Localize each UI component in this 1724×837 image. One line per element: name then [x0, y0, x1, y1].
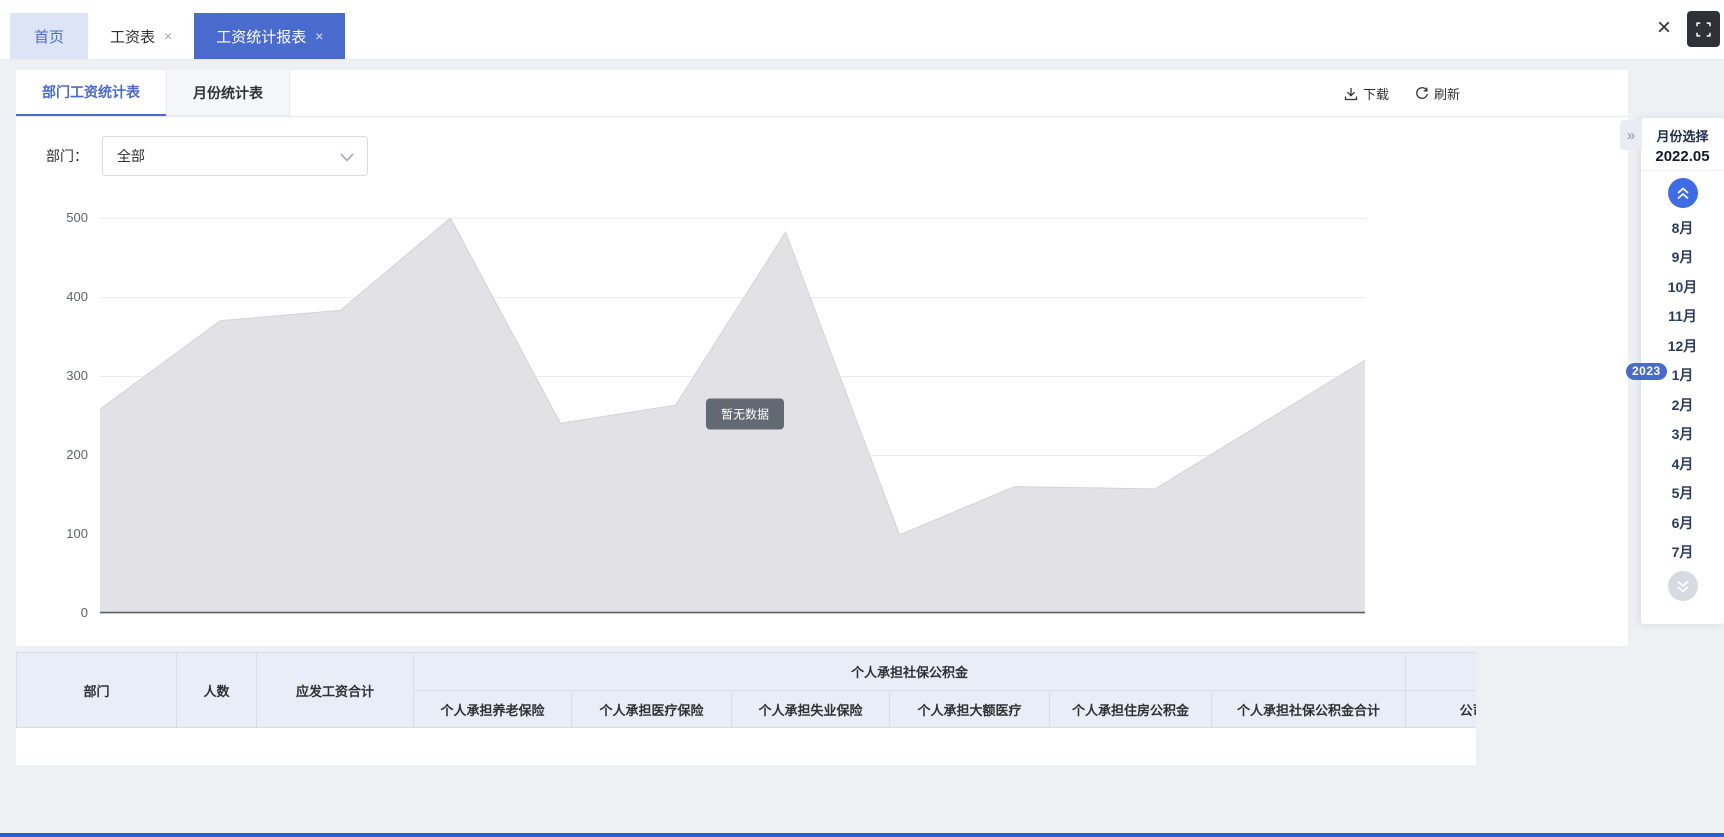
sub-header-major-medical: 个人承担大额医疗: [889, 690, 1050, 728]
department-filter-label: 部门：: [46, 148, 88, 164]
month-item[interactable]: 9月: [1671, 249, 1694, 266]
department-select-value: 全部: [117, 148, 145, 164]
month-item[interactable]: 3月: [1671, 426, 1694, 443]
month-selector-panel: » 月份选择 2022.05 8月 9月 10月 11月 12月 1月 2月 3…: [1620, 118, 1724, 624]
tab-home[interactable]: 首页: [10, 13, 89, 59]
close-tab-icon[interactable]: ×: [315, 28, 324, 44]
month-item[interactable]: 6月: [1671, 514, 1694, 531]
tab-department-stats[interactable]: 部门工资统计表: [16, 70, 166, 116]
month-item[interactable]: 4月: [1671, 455, 1694, 472]
chevron-down-icon: [340, 153, 354, 162]
bottom-accent-strip: [0, 833, 1724, 837]
refresh-button[interactable]: 刷新: [1415, 84, 1460, 103]
current-month-value: 2022.05: [1641, 142, 1724, 171]
month-item[interactable]: 7月: [1671, 544, 1694, 561]
month-list: 8月 9月 10月 11月 12月 1月 2月 3月 4月 5月 6月 7月: [1641, 213, 1724, 567]
download-button[interactable]: 下载: [1344, 84, 1389, 103]
tab-month-stats-label: 月份统计表: [193, 84, 263, 101]
sub-header-pension: 个人承担养老保险: [413, 690, 572, 728]
col-header-headcount: 人数: [176, 652, 257, 728]
month-item[interactable]: 8月: [1671, 219, 1694, 236]
col-header-gross-pay-total: 应发工资合计: [256, 652, 414, 728]
tab-month-stats[interactable]: 月份统计表: [166, 70, 290, 116]
scroll-down-button[interactable]: [1667, 571, 1698, 601]
tab-salary-report[interactable]: 工资统计报表 ×: [194, 13, 346, 59]
sub-header-personal-total: 个人承担社保公积金合计: [1210, 690, 1407, 728]
expand-corners-icon: [1696, 21, 1711, 37]
month-item[interactable]: 1月: [1671, 367, 1694, 384]
close-icon[interactable]: ×: [1656, 14, 1671, 41]
sub-header-medical: 个人承担医疗保险: [571, 690, 732, 728]
tab-home-label: 首页: [34, 28, 65, 46]
tab-department-stats-label: 部门工资统计表: [42, 84, 140, 100]
year-badge: 2023: [1626, 363, 1667, 380]
window-tab-bar: 首页 工资表 × 工资统计报表 × ×: [0, 0, 1724, 60]
tab-salary-sheet-label: 工资表: [110, 28, 156, 46]
report-card: 部门工资统计表 月份统计表 下载 刷新 部: [16, 70, 1628, 646]
collapse-panel-icon[interactable]: »: [1620, 120, 1642, 150]
report-actions: 下载 刷新: [1344, 70, 1460, 117]
month-item[interactable]: 11月: [1668, 308, 1697, 325]
report-tab-bar: 部门工资统计表 月份统计表 下载 刷新: [16, 70, 1628, 117]
double-chevron-down-icon: [1676, 580, 1689, 593]
department-select[interactable]: 全部: [102, 136, 368, 176]
fullscreen-icon[interactable]: [1687, 11, 1720, 47]
col-header-department: 部门: [16, 652, 177, 728]
download-label: 下载: [1362, 87, 1389, 102]
month-panel-title: 月份选择: [1656, 129, 1709, 144]
y-axis-tick-labels: 0 100 200 300 400 500: [66, 210, 88, 620]
statistics-table: 部门 人数 应发工资合计 个人承担社保公积金 个人承担养老保险 个人承担医疗保险…: [16, 652, 1476, 765]
close-tab-icon[interactable]: ×: [164, 28, 173, 44]
month-item[interactable]: 12月: [1667, 337, 1698, 354]
sub-header-company-contrib: 公司承担: [1405, 690, 1476, 728]
area-chart: 0 100 200 300 400 500 暂无数据: [66, 210, 1365, 620]
group-header-company-contrib: [1405, 652, 1476, 691]
group-header-personal-contrib: 个人承担社保公积金: [412, 652, 1407, 691]
month-item[interactable]: 5月: [1671, 485, 1694, 502]
download-icon: [1344, 87, 1358, 100]
sub-header-housing-fund: 个人承担住房公积金: [1049, 690, 1212, 728]
tab-salary-report-label: 工资统计报表: [216, 28, 307, 46]
tab-salary-sheet[interactable]: 工资表 ×: [88, 13, 195, 59]
no-data-tooltip: 暂无数据: [705, 398, 785, 430]
filter-row: 部门： 全部: [46, 136, 368, 176]
refresh-icon: [1416, 86, 1428, 99]
refresh-label: 刷新: [1433, 87, 1460, 102]
scroll-up-button[interactable]: [1667, 178, 1698, 208]
sub-header-unemployment: 个人承担失业保险: [731, 690, 890, 728]
month-item[interactable]: 2月: [1671, 396, 1694, 413]
double-chevron-up-icon: [1676, 186, 1689, 199]
month-item[interactable]: 10月: [1667, 278, 1698, 295]
empty-table-row: [16, 727, 1476, 765]
